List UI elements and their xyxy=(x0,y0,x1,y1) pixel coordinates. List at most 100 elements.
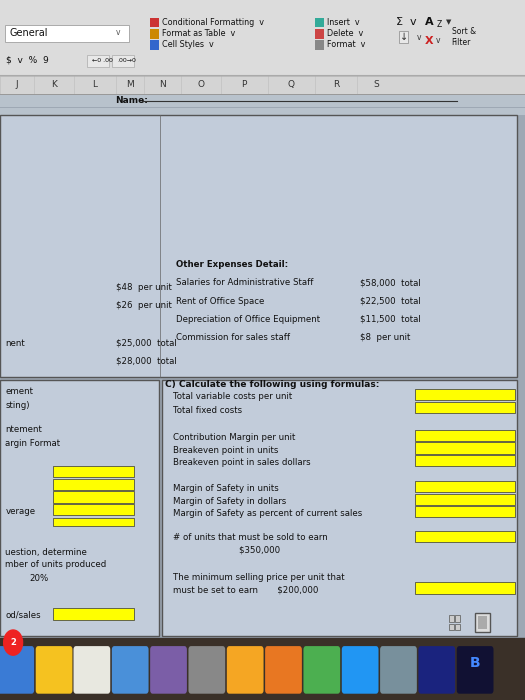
FancyBboxPatch shape xyxy=(74,646,110,694)
FancyBboxPatch shape xyxy=(0,636,525,700)
Text: Breakeven point in sales dollars: Breakeven point in sales dollars xyxy=(173,458,311,467)
FancyBboxPatch shape xyxy=(112,55,134,67)
Text: Cell Styles  v: Cell Styles v xyxy=(162,41,214,49)
FancyBboxPatch shape xyxy=(415,389,514,400)
Text: Total variable costs per unit: Total variable costs per unit xyxy=(173,393,292,401)
Text: v: v xyxy=(416,33,421,41)
Text: Sort &
Filter: Sort & Filter xyxy=(452,27,476,47)
Text: Conditional Formatting  v: Conditional Formatting v xyxy=(162,18,264,27)
FancyBboxPatch shape xyxy=(52,518,134,526)
Text: must be set to earn       $200,000: must be set to earn $200,000 xyxy=(173,586,319,594)
Text: Commission for sales staff: Commission for sales staff xyxy=(176,333,290,342)
FancyBboxPatch shape xyxy=(415,582,514,594)
Text: 2: 2 xyxy=(10,638,16,647)
Text: Σ  v: Σ v xyxy=(396,18,417,27)
Text: Total fixed costs: Total fixed costs xyxy=(173,407,243,415)
Text: C) Calculate the following using formulas:: C) Calculate the following using formula… xyxy=(165,380,380,389)
FancyBboxPatch shape xyxy=(415,442,514,454)
Text: v: v xyxy=(116,29,120,37)
FancyBboxPatch shape xyxy=(112,646,149,694)
Text: ↓: ↓ xyxy=(400,32,408,42)
FancyBboxPatch shape xyxy=(188,646,225,694)
FancyBboxPatch shape xyxy=(455,615,460,622)
FancyBboxPatch shape xyxy=(478,616,487,629)
Text: nent: nent xyxy=(5,339,25,347)
Text: M: M xyxy=(126,80,134,89)
Text: argin Format: argin Format xyxy=(5,440,60,448)
FancyBboxPatch shape xyxy=(150,29,159,38)
Text: uestion, determine: uestion, determine xyxy=(5,548,87,556)
FancyBboxPatch shape xyxy=(162,380,517,636)
FancyBboxPatch shape xyxy=(87,55,109,67)
Text: Rent of Office Space: Rent of Office Space xyxy=(176,297,264,305)
FancyBboxPatch shape xyxy=(380,646,417,694)
FancyBboxPatch shape xyxy=(399,31,408,43)
Text: R: R xyxy=(333,80,339,89)
FancyBboxPatch shape xyxy=(52,479,134,490)
FancyBboxPatch shape xyxy=(415,506,514,517)
Text: $25,000  total: $25,000 total xyxy=(116,339,176,347)
FancyBboxPatch shape xyxy=(0,76,525,94)
FancyBboxPatch shape xyxy=(0,0,525,75)
Text: ntement: ntement xyxy=(5,426,42,434)
FancyBboxPatch shape xyxy=(0,636,525,637)
FancyBboxPatch shape xyxy=(0,646,34,694)
FancyBboxPatch shape xyxy=(0,115,517,377)
Text: Breakeven point in units: Breakeven point in units xyxy=(173,446,279,454)
Text: .00→0: .00→0 xyxy=(117,58,136,64)
Text: $350,000: $350,000 xyxy=(173,546,280,554)
Text: Format  v: Format v xyxy=(327,41,365,49)
Text: P: P xyxy=(242,80,247,89)
Text: Z: Z xyxy=(437,20,442,29)
Text: $58,000  total: $58,000 total xyxy=(360,279,421,287)
Text: $8  per unit: $8 per unit xyxy=(360,333,410,342)
FancyBboxPatch shape xyxy=(0,380,159,636)
Text: The minimum selling price per unit that: The minimum selling price per unit that xyxy=(173,573,345,582)
FancyBboxPatch shape xyxy=(415,455,514,466)
Text: Margin of Safety as percent of current sales: Margin of Safety as percent of current s… xyxy=(173,510,362,518)
FancyBboxPatch shape xyxy=(52,504,134,515)
Text: Depreciation of Office Equipment: Depreciation of Office Equipment xyxy=(176,315,320,323)
Text: $28,000  total: $28,000 total xyxy=(116,357,176,365)
FancyBboxPatch shape xyxy=(0,108,525,115)
Text: v: v xyxy=(436,36,440,45)
Text: Delete  v: Delete v xyxy=(327,29,363,38)
Text: A: A xyxy=(425,18,434,27)
FancyBboxPatch shape xyxy=(150,646,187,694)
FancyBboxPatch shape xyxy=(315,29,324,38)
FancyBboxPatch shape xyxy=(455,624,460,630)
Text: L: L xyxy=(92,80,97,89)
Circle shape xyxy=(4,630,23,655)
FancyBboxPatch shape xyxy=(315,40,324,50)
Text: J: J xyxy=(16,80,18,89)
Text: General: General xyxy=(9,28,48,38)
Text: Q: Q xyxy=(288,80,295,89)
Text: Salaries for Administrative Staff: Salaries for Administrative Staff xyxy=(176,279,313,287)
Text: $  v  %  9: $ v % 9 xyxy=(6,56,49,64)
FancyBboxPatch shape xyxy=(52,608,134,620)
Text: N: N xyxy=(160,80,166,89)
Text: ▼: ▼ xyxy=(446,20,452,25)
Text: $11,500  total: $11,500 total xyxy=(360,315,421,323)
FancyBboxPatch shape xyxy=(5,25,129,42)
FancyBboxPatch shape xyxy=(449,624,454,630)
FancyBboxPatch shape xyxy=(415,531,514,542)
FancyBboxPatch shape xyxy=(150,18,159,27)
Text: Contribution Margin per unit: Contribution Margin per unit xyxy=(173,433,296,442)
Text: Margin of Safety in dollars: Margin of Safety in dollars xyxy=(173,497,287,505)
FancyBboxPatch shape xyxy=(0,638,525,700)
Text: Margin of Safety in units: Margin of Safety in units xyxy=(173,484,279,493)
FancyBboxPatch shape xyxy=(415,430,514,441)
FancyBboxPatch shape xyxy=(227,646,264,694)
Text: ement: ement xyxy=(5,388,33,396)
FancyBboxPatch shape xyxy=(52,466,134,477)
FancyBboxPatch shape xyxy=(342,646,379,694)
FancyBboxPatch shape xyxy=(150,40,159,50)
Text: mber of units produced: mber of units produced xyxy=(5,561,107,569)
FancyBboxPatch shape xyxy=(475,612,490,632)
FancyBboxPatch shape xyxy=(315,18,324,27)
Text: Insert  v: Insert v xyxy=(327,18,360,27)
Text: $26  per unit: $26 per unit xyxy=(116,301,171,309)
FancyBboxPatch shape xyxy=(418,646,455,694)
Text: O: O xyxy=(197,80,204,89)
